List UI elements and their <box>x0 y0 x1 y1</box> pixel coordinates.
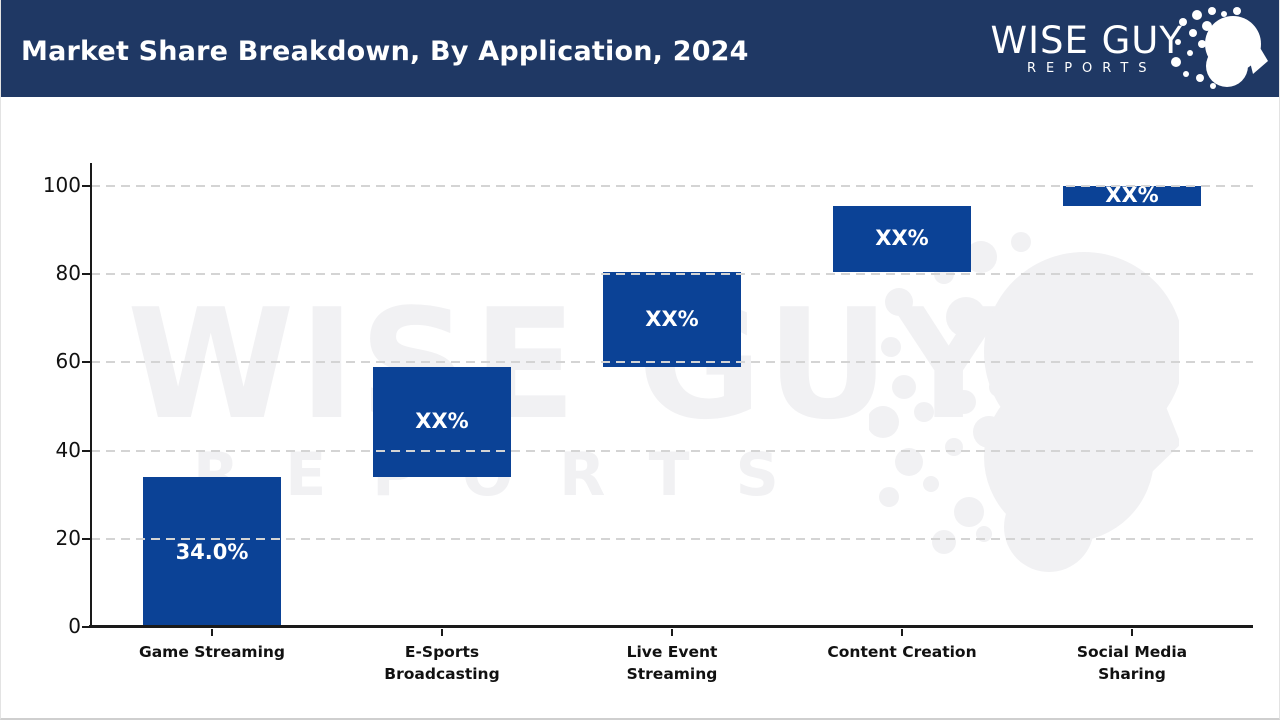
x-axis-tick <box>1131 629 1133 636</box>
y-axis-tick-label: 40 <box>55 437 81 462</box>
x-axis-category-label-live-event-streaming: Live Event Streaming <box>626 643 718 683</box>
grid-line-40 <box>91 449 1253 452</box>
x-axis-tick <box>441 629 443 636</box>
grid-line-60 <box>91 361 1253 364</box>
grid-line-20 <box>91 537 1253 540</box>
bar-value-label-social-media-sharing: XX% <box>1105 183 1159 208</box>
bar-e-sports-broadcasting <box>373 366 511 478</box>
bar-value-label-live-event-streaming: XX% <box>645 306 699 331</box>
x-axis-category-label-social-media-sharing: Social Media Sharing <box>1076 643 1188 683</box>
bar-live-event-streaming <box>603 271 741 367</box>
x-axis-category-label-content-creation: Content Creation <box>827 643 977 661</box>
x-axis-tick <box>211 629 213 636</box>
y-axis-tick <box>82 361 91 364</box>
logo-subtext: REPORTS <box>1026 61 1157 77</box>
page-title: Market Share Breakdown, By Application, … <box>21 36 749 67</box>
logo-text: WISE GUY REPORTS <box>990 18 1183 77</box>
watermark-wordmark: WISE GUY <box>127 276 1008 453</box>
y-axis-tick-label: 20 <box>55 525 81 550</box>
bar-social-media-sharing <box>1063 186 1201 206</box>
grid-line-100 <box>91 185 1253 187</box>
y-axis-tick <box>82 537 91 540</box>
logo-wordmark: WISE GUY <box>990 18 1183 62</box>
y-axis-tick <box>82 449 91 452</box>
x-axis-category-label-e-sports-broadcasting: E-Sports Broadcasting <box>384 643 500 683</box>
y-axis-tick-label: 80 <box>55 261 81 286</box>
logo-head-icon <box>1171 7 1268 89</box>
wise-guy-logo: WISE GUY REPORTS <box>991 5 1269 93</box>
watermark-head-icon <box>869 232 1179 572</box>
x-axis-tick <box>901 629 903 636</box>
y-axis-tick <box>82 273 91 276</box>
bar-value-label-e-sports-broadcasting: XX% <box>415 409 469 434</box>
y-axis-line <box>90 163 92 628</box>
x-axis-tick <box>671 629 673 636</box>
y-axis-tick-label: 100 <box>42 173 81 197</box>
x-axis-line <box>89 625 1253 628</box>
y-axis-tick <box>82 626 91 628</box>
bar-value-label-game-streaming: 34.0% <box>175 539 249 564</box>
header: Market Share Breakdown, By Application, … <box>1 0 1279 97</box>
y-axis-tick-label: 60 <box>55 349 81 374</box>
x-axis-category-label-game-streaming: Game Streaming <box>138 643 286 661</box>
y-axis-tick <box>82 185 91 187</box>
bar-content-creation <box>833 205 971 272</box>
y-axis-tick-label: 0 <box>68 614 81 638</box>
bar-value-label-content-creation: XX% <box>875 226 929 251</box>
bar-game-streaming <box>143 477 281 627</box>
grid-line-80 <box>91 273 1253 276</box>
